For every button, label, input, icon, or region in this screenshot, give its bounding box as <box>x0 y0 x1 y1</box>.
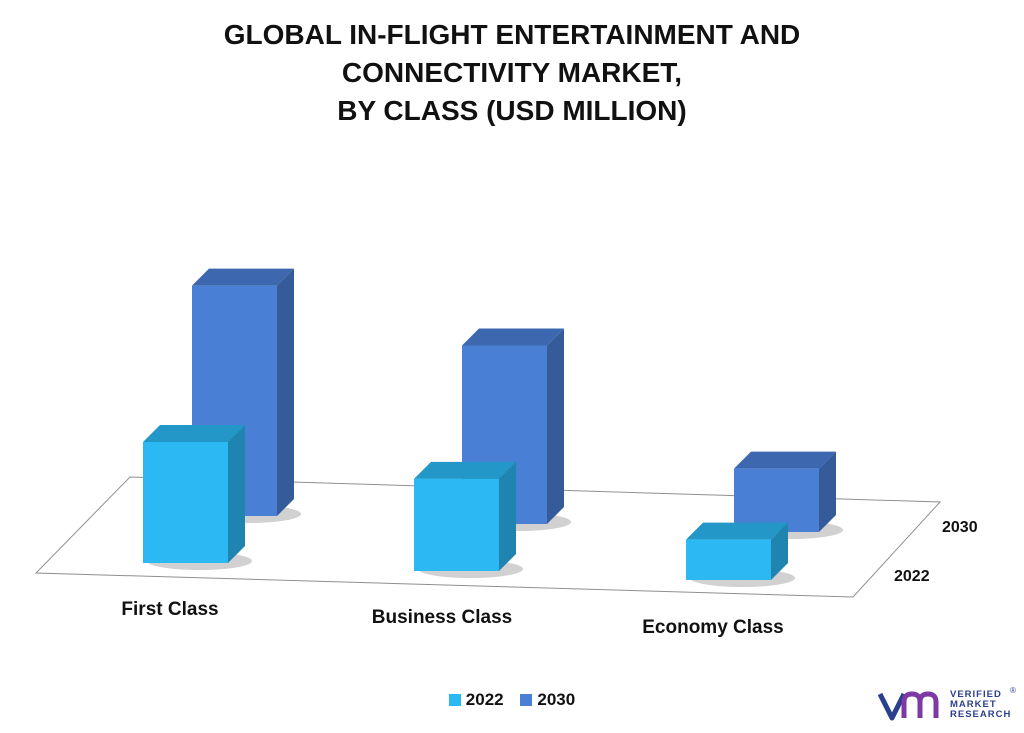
legend-swatch-2022 <box>448 694 461 706</box>
legend-item-2030: 2030 <box>520 690 575 710</box>
logo-line-2: MARKET <box>950 699 997 710</box>
bar-2022-0-top <box>143 425 245 443</box>
chart-floor <box>34 476 942 598</box>
legend-item-2022: 2022 <box>448 690 504 710</box>
bar-2030-2-side <box>819 451 836 532</box>
category-label-0: First Class <box>121 599 218 620</box>
depth-label-2022: 2022 <box>894 568 930 585</box>
legend-swatch-2030 <box>520 694 533 706</box>
bar-2030-2-front <box>734 468 819 532</box>
depth-label-2030: 2030 <box>942 519 978 536</box>
vmr-logo-text: VERIFIED MARKET RESEARCH <box>950 690 1011 720</box>
logo-line-3: RESEARCH <box>950 709 1012 720</box>
legend-label-2022: 2022 <box>465 690 504 709</box>
bar-2030-1-top <box>462 328 564 346</box>
bar-2022-1-front <box>414 478 499 571</box>
bar-2030-1-side <box>547 328 564 524</box>
bar-2030-0-top <box>192 268 294 286</box>
chart-title: GLOBAL IN-FLIGHT ENTERTAINMENT AND CONNE… <box>0 16 1024 130</box>
labels-group: First Class Business Class Economy Class <box>121 599 783 638</box>
bar-2022-2 <box>686 522 795 587</box>
logo-registered-mark: ® <box>1010 686 1016 695</box>
bar-2022-2-top <box>686 522 788 540</box>
bar-2022-1 <box>414 461 523 578</box>
title-line-1: GLOBAL IN-FLIGHT ENTERTAINMENT AND <box>223 19 801 50</box>
bar-2022-0-side <box>228 425 245 563</box>
bar-2022-0-front <box>143 442 228 563</box>
title-line-3: BY CLASS (USD MILLION) <box>337 95 687 126</box>
bar-2022-2-side <box>771 522 788 580</box>
legend-label-2030: 2030 <box>537 690 576 709</box>
logo-line-1: VERIFIED <box>950 689 1002 700</box>
category-label-2: Economy Class <box>642 617 784 638</box>
bar-2022-0 <box>143 425 252 570</box>
vmr-logo: VERIFIED MARKET RESEARCH ® <box>878 686 1018 726</box>
vmr-logo-icon <box>878 691 939 721</box>
bar-2030-0-side <box>277 268 294 516</box>
bar-2022-2-front <box>686 539 771 580</box>
category-label-1: Business Class <box>372 607 512 628</box>
title-line-2: CONNECTIVITY MARKET, <box>341 57 683 88</box>
legend: 2022 2030 <box>0 690 1024 711</box>
bars-group <box>143 268 843 587</box>
bar-2022-1-top <box>414 461 516 479</box>
bar-2022-1-side <box>499 461 516 571</box>
bar-2030-2-top <box>734 451 836 469</box>
